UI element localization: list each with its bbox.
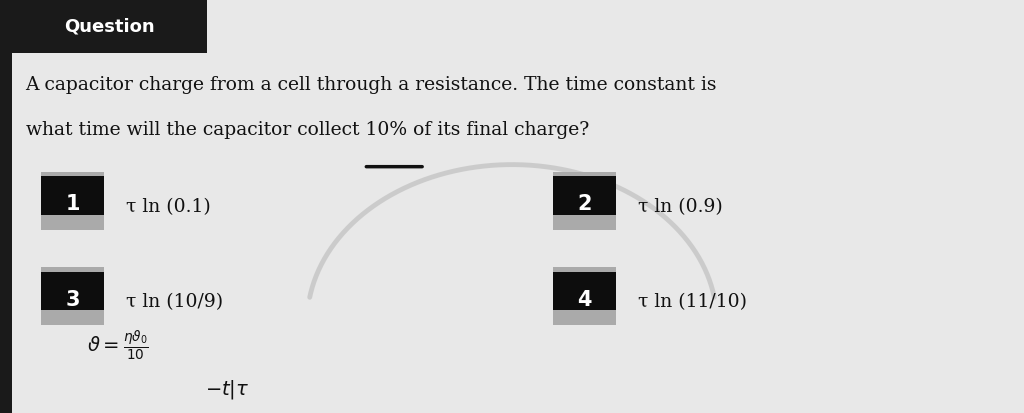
Bar xyxy=(553,177,616,216)
Bar xyxy=(553,173,616,230)
Text: what time will the capacitor collect 10% of its final charge?: what time will the capacitor collect 10%… xyxy=(26,121,589,139)
Text: 4: 4 xyxy=(578,289,592,309)
Bar xyxy=(12,0,207,54)
Text: 3: 3 xyxy=(66,289,80,309)
Text: $-t|\tau$: $-t|\tau$ xyxy=(205,377,249,400)
Bar xyxy=(41,177,104,216)
Bar xyxy=(553,272,616,311)
Bar xyxy=(41,272,104,311)
Bar xyxy=(41,268,104,325)
Text: 1: 1 xyxy=(66,194,80,214)
Text: A capacitor charge from a cell through a resistance. The time constant is: A capacitor charge from a cell through a… xyxy=(26,76,717,94)
Text: Question: Question xyxy=(65,18,155,36)
Text: 2: 2 xyxy=(578,194,592,214)
Bar xyxy=(0,0,12,413)
Text: $\vartheta = \frac{\eta\vartheta_0}{10}$: $\vartheta = \frac{\eta\vartheta_0}{10}$ xyxy=(87,328,148,362)
Text: τ ln (11/10): τ ln (11/10) xyxy=(638,292,746,311)
Bar xyxy=(41,173,104,230)
Text: τ ln (0.1): τ ln (0.1) xyxy=(126,197,211,216)
Bar xyxy=(553,268,616,325)
Text: τ ln (10/9): τ ln (10/9) xyxy=(126,292,223,311)
Text: τ ln (0.9): τ ln (0.9) xyxy=(638,197,723,216)
